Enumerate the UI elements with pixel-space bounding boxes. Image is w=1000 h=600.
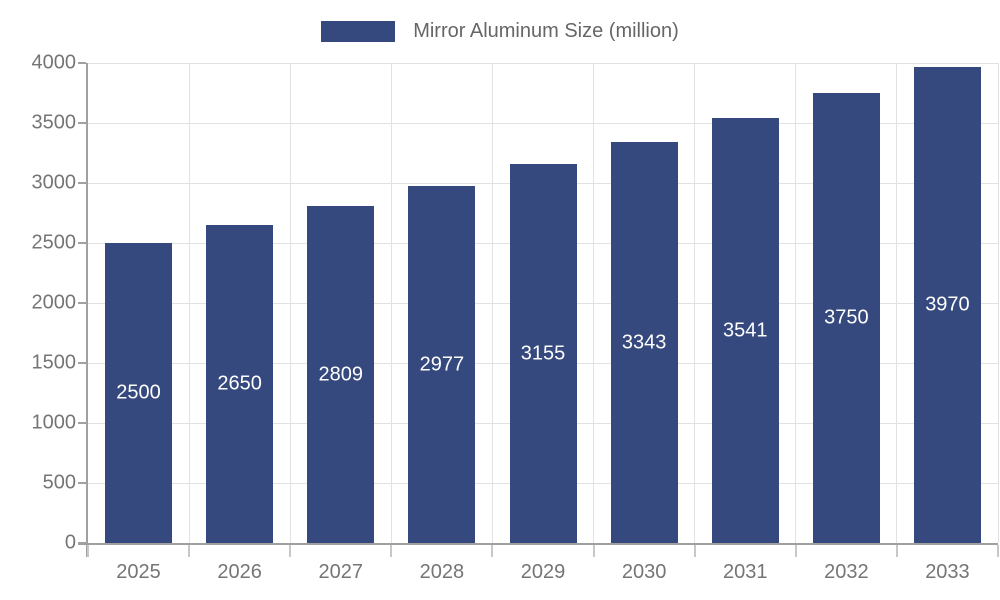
y-axis-tick-label: 3000 [31,171,77,194]
bar-value-label: 3750 [824,306,869,329]
x-axis-tick-label: 2026 [217,561,262,583]
bar-2029[interactable]: 3155 [509,164,577,543]
gridline-vertical [289,63,291,543]
x-axis-line [78,543,998,545]
gridline-vertical [896,63,898,543]
gridline-vertical [491,63,493,543]
x-axis-tick [693,545,696,557]
bar-2026[interactable]: 2650 [206,225,274,543]
y-axis-tick [78,242,86,244]
y-axis-tick-label: 1500 [31,351,77,374]
gridline-vertical [694,63,696,543]
bar-value-label: 3155 [520,342,566,364]
x-axis-tick-label: 2032 [824,561,869,583]
x-axis-tick [997,545,999,557]
bar-value-label: 2650 [217,372,262,395]
bar-2031[interactable]: 3541 [711,118,779,543]
y-axis-tick-label: 1000 [31,411,77,434]
y-axis-tick [78,482,86,484]
x-axis-tick [491,545,494,557]
bar-2032[interactable]: 3750 [812,93,880,543]
legend[interactable]: Mirror Aluminum Size (million) [0,20,1000,43]
y-axis-tick-label: 0 [64,531,76,554]
x-axis-tick-label: 2025 [116,561,161,583]
x-axis-tick-label: 2027 [318,561,364,583]
y-axis-tick [78,122,86,124]
legend-swatch-icon [321,21,396,42]
gridline-vertical [390,63,392,543]
gridline-vertical [593,63,595,543]
bar-value-label: 3541 [722,319,768,341]
y-axis-line [86,63,88,557]
bar-value-label: 3343 [621,331,667,353]
bar-value-label: 2809 [318,363,364,385]
bar-value-label: 2500 [116,381,161,404]
bar-2027[interactable]: 2809 [307,206,375,543]
plot-area: 0 500 1000 1500 2000 2500 3000 3500 4000 2025 202… [32,52,999,583]
y-axis-tick-label: 2500 [31,231,77,254]
gridline-horizontal [88,123,998,124]
x-axis-tick [592,545,595,557]
y-axis-tick [78,422,86,424]
bar-value-label: 3970 [925,293,970,316]
x-axis-tick [87,545,89,557]
y-axis-tick [78,182,86,184]
x-axis-tick [895,545,898,557]
x-axis-tick-label: 2029 [520,561,566,583]
x-axis-tick-label: 2033 [925,561,970,583]
bar-2030[interactable]: 3343 [610,142,678,543]
gridline-vertical [188,63,190,543]
y-axis-tick [78,62,86,64]
bar-2028[interactable]: 2977 [408,186,476,543]
x-axis-tick-label: 2031 [722,561,768,583]
gridline-vertical [997,63,999,543]
x-axis-tick [794,545,797,557]
y-axis-tick [78,362,86,364]
x-axis-tick [390,545,393,557]
bar-value-label: 2977 [419,353,465,375]
x-axis-tick [188,545,191,557]
legend-label: Mirror Aluminum Size (million) [413,20,679,42]
y-axis-tick [78,542,86,544]
gridline-horizontal [88,63,998,64]
y-axis-tick-label: 500 [42,471,76,494]
y-axis-tick-label: 2000 [31,291,77,314]
x-axis-tick-label: 2028 [419,561,465,583]
y-axis-tick-label: 3500 [31,111,77,134]
x-axis-tick-label: 2030 [621,561,667,583]
y-axis-tick-label: 4000 [31,51,77,74]
gridline-vertical [795,63,797,543]
y-axis-tick [78,302,86,304]
x-axis-tick [289,545,292,557]
bar-2025[interactable]: 2500 [105,243,173,543]
bar-2033[interactable]: 3970 [913,67,981,543]
